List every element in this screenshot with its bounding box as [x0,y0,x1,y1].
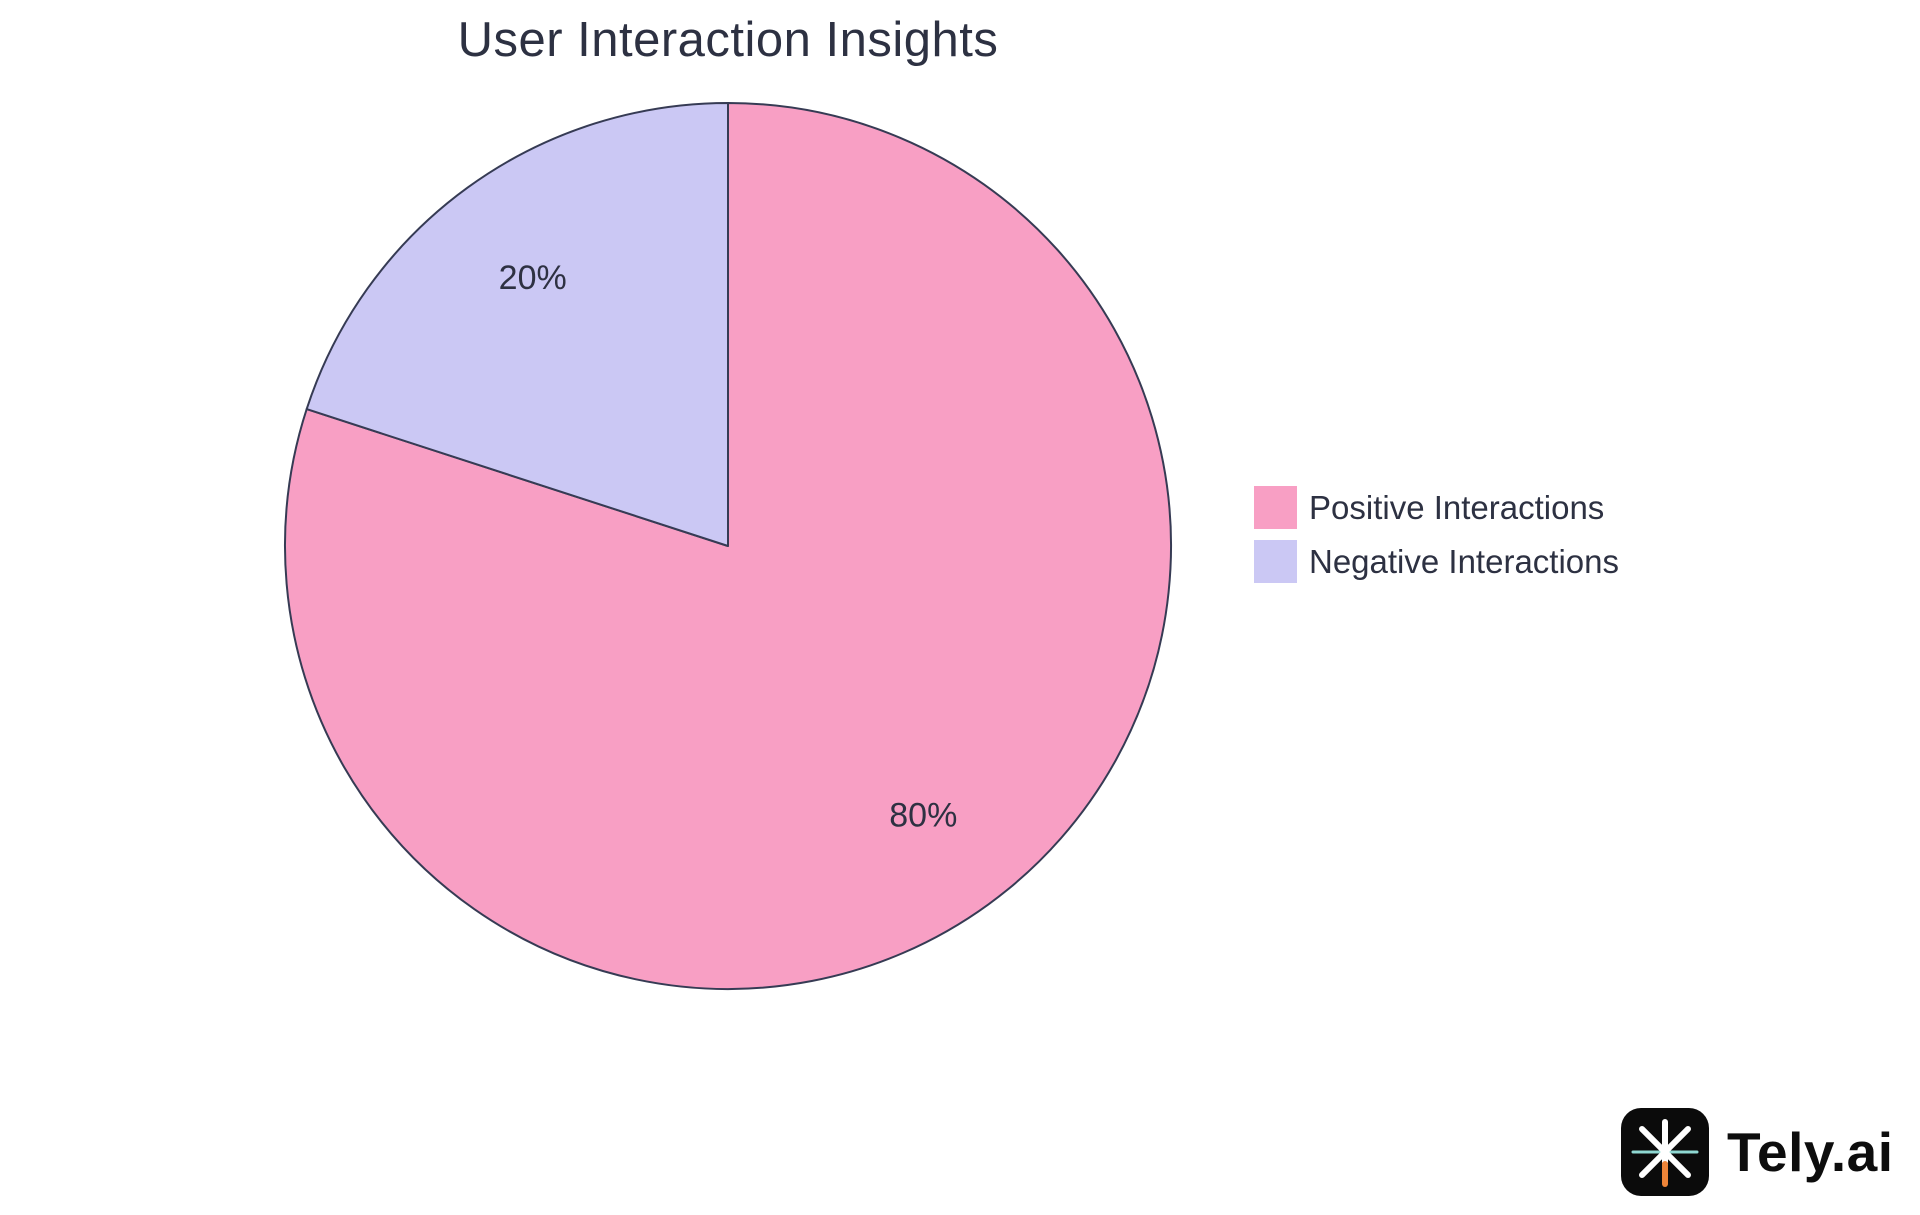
legend-label: Positive Interactions [1309,488,1605,526]
chart-title: User Interaction Insights [457,13,999,67]
pie-slice-1 [305,102,729,547]
pie-chart: 80% 20% [284,102,1172,990]
legend-label: Negative Interactions [1309,542,1620,580]
legend-swatch [1254,540,1297,583]
legend-item-1: Negative Interactions [1254,540,1619,583]
pie-slice-percent-label: 80% [889,797,957,835]
legend-swatch [1254,486,1297,529]
pie-slice-0 [284,102,1172,990]
branding: Tely.ai [1621,1108,1894,1196]
pie-slice-percent-label: 20% [499,259,567,297]
legend: Positive Interactions Negative Interactio… [1254,486,1619,594]
legend-item-0: Positive Interactions [1254,486,1619,529]
starburst-icon [1621,1108,1709,1196]
logo-text: Tely.ai [1727,1121,1894,1183]
